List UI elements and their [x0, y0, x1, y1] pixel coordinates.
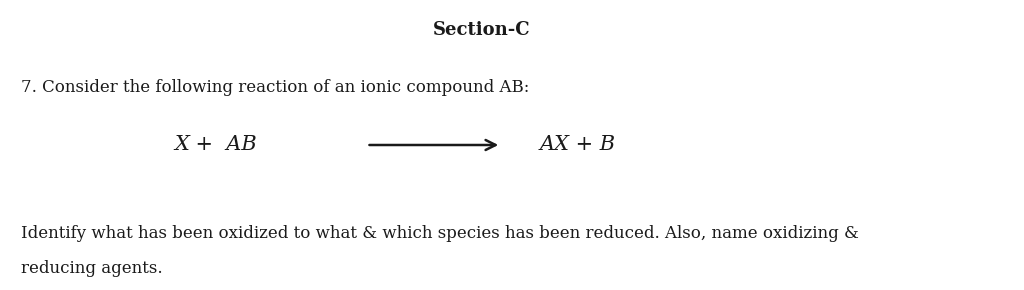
Text: X +  AB: X + AB: [174, 135, 257, 155]
Text: Section-C: Section-C: [433, 21, 530, 39]
Text: Identify what has been oxidized to what & which species has been reduced. Also, : Identify what has been oxidized to what …: [20, 225, 858, 242]
Text: 7. Consider the following reaction of an ionic compound AB:: 7. Consider the following reaction of an…: [20, 79, 529, 96]
Text: AX + B: AX + B: [540, 135, 615, 155]
Text: reducing agents.: reducing agents.: [20, 260, 162, 277]
